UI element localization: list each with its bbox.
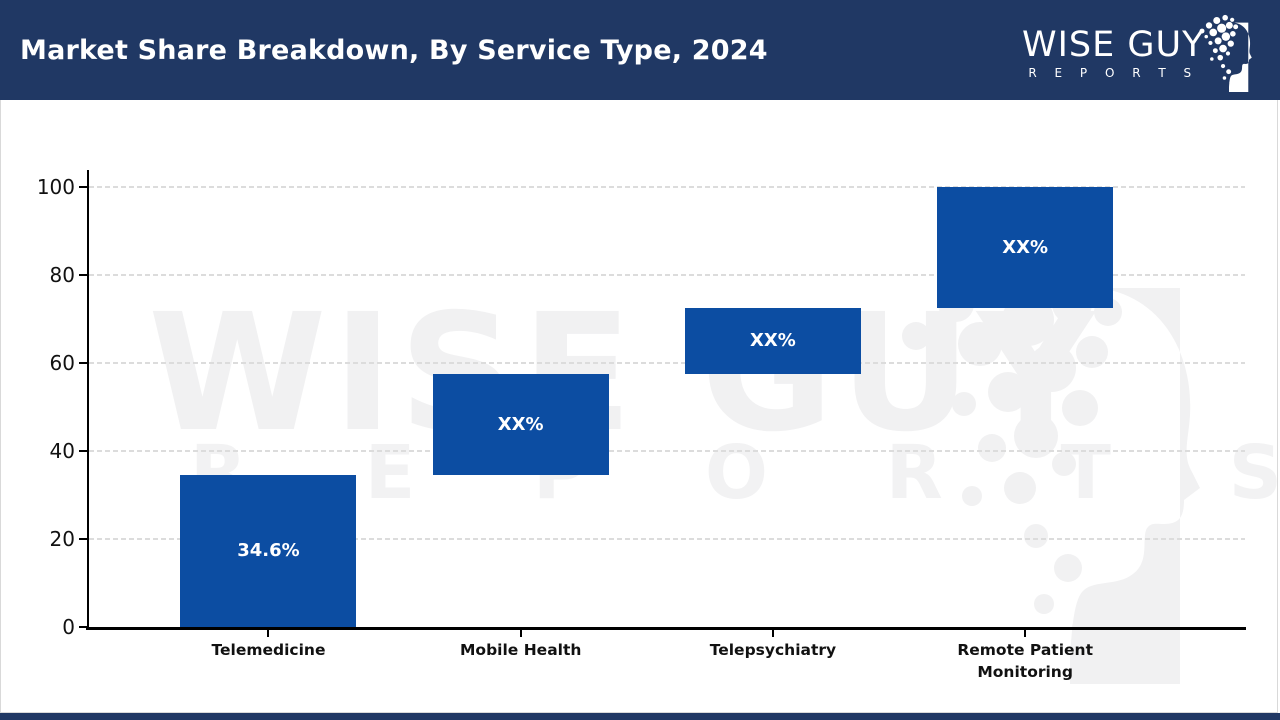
logo-wiseguy-text: WISE GUY — [1022, 25, 1205, 65]
gridline-20 — [89, 538, 1245, 540]
bar-mobile-health — [432, 373, 609, 475]
logo-text: WISE GUY R E P O R T S — [1022, 25, 1205, 81]
logo-reports-text: R E P O R T S — [1028, 66, 1199, 80]
category-label-mobile-health: Mobile Health — [460, 641, 582, 659]
y-tick-label-0: 0 — [62, 615, 75, 639]
category-label-remote-patient-monitoring: Remote Patient Monitoring — [957, 641, 1093, 682]
gridline-40 — [89, 450, 1245, 452]
y-tick-label-60: 60 — [49, 351, 75, 375]
chart-title: Market Share Breakdown, By Service Type,… — [20, 34, 768, 66]
bar-telemedicine — [180, 474, 357, 627]
category-label-telemedicine: Telemedicine — [211, 641, 326, 659]
bar-value-label-remote-patient-monitoring: XX% — [1002, 237, 1049, 259]
bar-telepsychiatry — [684, 308, 861, 374]
bar-value-label-mobile-health: XX% — [497, 413, 544, 435]
y-tick-40 — [79, 450, 88, 452]
footer-bar — [0, 713, 1280, 720]
gridline-60 — [89, 362, 1245, 364]
gridline-80 — [89, 274, 1245, 276]
watermark-reports-text: R E P O R T S — [190, 430, 1280, 516]
y-tick-0 — [79, 626, 88, 628]
y-tick-100 — [79, 186, 88, 188]
x-axis-line — [86, 627, 1246, 630]
logo-head-icon — [1199, 14, 1252, 92]
x-tick-telemedicine — [267, 629, 270, 637]
y-tick-60 — [79, 362, 88, 364]
y-tick-label-20: 20 — [49, 527, 75, 551]
bar-remote-patient-monitoring — [937, 187, 1114, 309]
y-tick-20 — [79, 538, 88, 540]
gridline-100 — [89, 186, 1245, 188]
x-tick-remote-patient-monitoring — [1024, 629, 1027, 637]
bar-value-label-telemedicine: 34.6% — [237, 540, 300, 562]
y-tick-80 — [79, 274, 88, 276]
y-tick-label-100: 100 — [36, 175, 75, 199]
bar-value-label-telepsychiatry: XX% — [750, 330, 796, 352]
y-axis-line — [87, 170, 89, 629]
x-tick-mobile-health — [519, 629, 522, 637]
category-label-telepsychiatry: Telepsychiatry — [709, 641, 837, 659]
y-tick-label-40: 40 — [49, 439, 75, 463]
x-tick-telepsychiatry — [771, 629, 774, 637]
y-tick-label-80: 80 — [49, 263, 75, 287]
header: Market Share Breakdown, By Service Type,… — [0, 0, 1280, 100]
wise-guy-reports-logo: WISE GUY R E P O R T S — [1022, 10, 1272, 92]
